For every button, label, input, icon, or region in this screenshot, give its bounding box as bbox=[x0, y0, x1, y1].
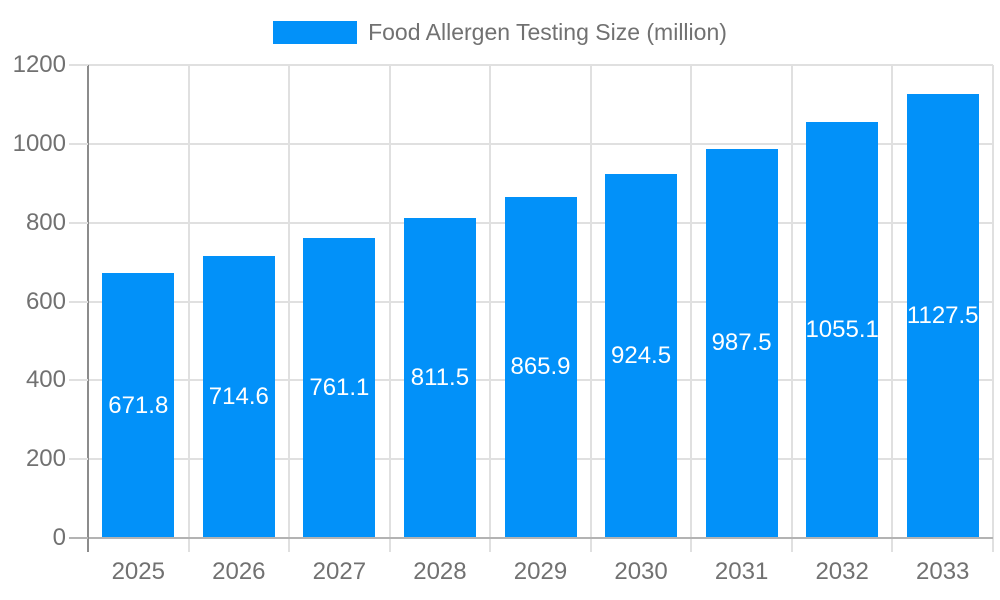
y-axis-label-1000: 1000 bbox=[12, 129, 66, 157]
bar-value-label: 714.6 bbox=[208, 383, 269, 411]
legend[interactable]: Food Allergen Testing Size (million) bbox=[0, 16, 1000, 48]
y-axis-tick bbox=[69, 221, 88, 224]
bar-value-label: 1055.1 bbox=[805, 316, 879, 344]
y-axis-label-400: 400 bbox=[25, 366, 66, 394]
y-axis-label-200: 200 bbox=[25, 445, 66, 473]
x-axis-label-2027: 2027 bbox=[312, 558, 367, 585]
gridline-vertical bbox=[489, 65, 492, 552]
y-axis-tick bbox=[69, 379, 88, 382]
bar-2028[interactable]: 811.5 bbox=[403, 218, 476, 538]
x-axis-label-2026: 2026 bbox=[212, 558, 266, 585]
bar-value-label: 761.1 bbox=[309, 373, 370, 401]
bar-value-label: 865.9 bbox=[510, 353, 571, 381]
bar-2030[interactable]: 924.5 bbox=[605, 173, 678, 538]
x-axis-line bbox=[88, 537, 993, 539]
legend-swatch bbox=[273, 20, 358, 44]
x-axis-label-2030: 2030 bbox=[614, 558, 668, 585]
gridline-horizontal bbox=[88, 142, 993, 145]
bar-2032[interactable]: 1055.1 bbox=[805, 122, 879, 538]
bar-value-label: 671.8 bbox=[108, 391, 169, 419]
gridline-vertical bbox=[992, 65, 994, 552]
bar-value-label: 1127.5 bbox=[906, 301, 979, 329]
gridline-vertical bbox=[388, 65, 391, 552]
bar-2026[interactable]: 714.6 bbox=[202, 256, 275, 538]
gridline-vertical bbox=[891, 65, 894, 552]
y-axis-tick bbox=[69, 64, 88, 66]
bar-2025[interactable]: 671.8 bbox=[102, 273, 175, 538]
plot-area: 671.8 714.6 761.1 811.5 865.9 924.5 987.5 1055.… bbox=[87, 64, 994, 552]
bar-2033[interactable]: 1127.5 bbox=[906, 93, 979, 538]
y-axis-label-0: 0 bbox=[52, 524, 66, 551]
y-axis-tick bbox=[69, 142, 88, 145]
y-axis-label-600: 600 bbox=[25, 287, 66, 315]
y-axis-line bbox=[87, 65, 89, 552]
gridline-horizontal bbox=[88, 64, 993, 66]
gridline-vertical bbox=[589, 65, 592, 552]
y-axis-tick bbox=[69, 458, 88, 461]
bar-value-label: 924.5 bbox=[611, 341, 672, 369]
legend-label: Food Allergen Testing Size (million) bbox=[368, 18, 727, 45]
bar-2027[interactable]: 761.1 bbox=[303, 237, 376, 538]
bar-2029[interactable]: 865.9 bbox=[504, 196, 577, 538]
x-axis-label-2025: 2025 bbox=[111, 558, 165, 585]
bar-value-label: 987.5 bbox=[711, 329, 772, 357]
x-axis-label-2028: 2028 bbox=[413, 558, 467, 585]
gridline-vertical bbox=[690, 65, 693, 552]
x-axis-label-2033: 2033 bbox=[916, 558, 970, 585]
bar-value-label: 811.5 bbox=[410, 364, 470, 392]
x-axis-label-2032: 2032 bbox=[815, 558, 869, 585]
x-axis-label-2031: 2031 bbox=[714, 558, 769, 585]
y-axis-label-800: 800 bbox=[25, 208, 66, 236]
gridline-vertical bbox=[187, 65, 190, 552]
gridline-vertical bbox=[288, 65, 291, 552]
y-axis-tick bbox=[69, 537, 88, 539]
y-axis-tick bbox=[69, 300, 88, 303]
gridline-vertical bbox=[790, 65, 793, 552]
bar-2031[interactable]: 987.5 bbox=[705, 148, 778, 538]
y-axis-label-1200: 1200 bbox=[12, 51, 66, 78]
x-axis-label-2029: 2029 bbox=[513, 558, 568, 585]
